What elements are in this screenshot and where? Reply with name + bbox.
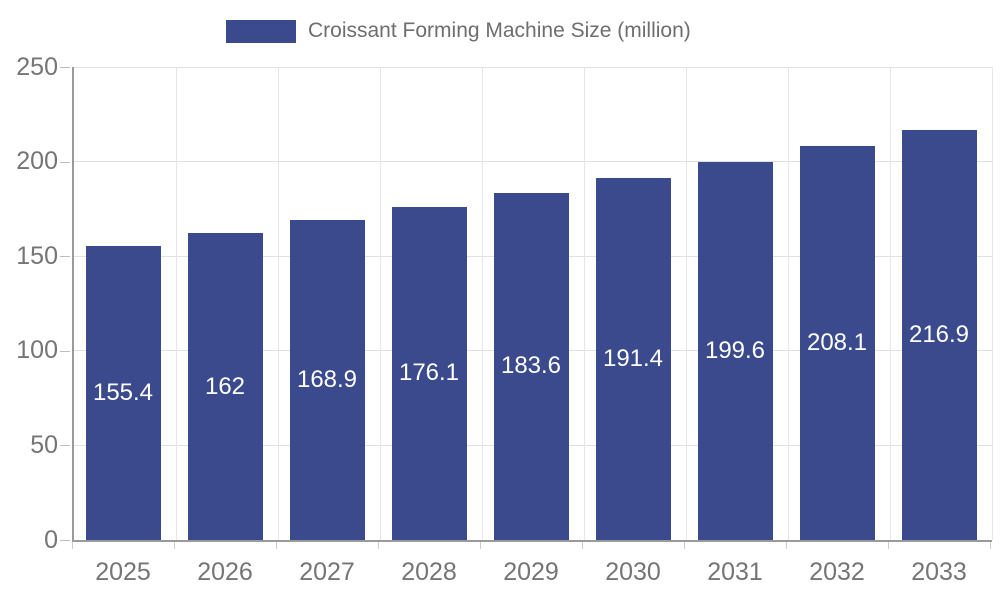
bar-2031[interactable]	[697, 162, 773, 540]
y-axis-tick-mark	[60, 161, 70, 163]
x-tick-label: 2032	[809, 558, 865, 586]
gridline-vertical	[583, 67, 585, 540]
x-tick-label: 2025	[95, 558, 151, 586]
y-axis-tick-mark	[60, 256, 70, 258]
x-axis-tick-mark	[72, 542, 73, 549]
legend-swatch	[226, 19, 296, 43]
x-tick-label: 2031	[707, 558, 763, 586]
bar-2033[interactable]	[901, 129, 977, 540]
y-tick-label: 150	[16, 241, 58, 270]
gridline-vertical	[277, 67, 279, 540]
x-tick-label: 2026	[197, 558, 253, 586]
y-tick-label: 50	[30, 430, 58, 459]
x-tick-label: 2029	[503, 558, 559, 586]
x-axis-tick-mark	[786, 542, 787, 549]
gridline-vertical	[889, 67, 891, 540]
y-axis-tick-mark	[60, 67, 70, 68]
gridline-horizontal	[74, 66, 992, 68]
y-axis-tick-mark	[60, 445, 70, 447]
gridline-vertical	[991, 67, 993, 540]
x-tick-label: 2028	[401, 558, 457, 586]
bar-2028[interactable]	[391, 206, 467, 540]
gridline-vertical	[787, 67, 789, 540]
x-tick-label: 2033	[911, 558, 967, 586]
y-tick-label: 250	[16, 52, 58, 81]
bar-2029[interactable]	[493, 192, 569, 540]
x-tick-label: 2027	[299, 558, 355, 586]
x-axis-tick-mark	[582, 542, 583, 549]
bar-2032[interactable]	[799, 146, 875, 540]
gridline-vertical	[481, 67, 483, 540]
gridline-vertical	[175, 67, 177, 540]
y-tick-label: 100	[16, 336, 58, 365]
x-axis-tick-mark	[480, 542, 481, 549]
bar-2027[interactable]	[289, 220, 365, 540]
x-axis-tick-mark	[684, 542, 685, 549]
x-axis-tick-mark	[990, 542, 991, 549]
x-axis-tick-mark	[888, 542, 889, 549]
legend-item[interactable]: Croissant Forming Machine Size (million)	[226, 19, 691, 43]
x-axis-tick-mark	[174, 542, 175, 549]
gridline-horizontal	[74, 161, 992, 163]
x-tick-label: 2030	[605, 558, 661, 586]
bar-2026[interactable]	[187, 233, 263, 540]
gridline-vertical	[379, 67, 381, 540]
legend-label: Croissant Forming Machine Size (million)	[308, 19, 691, 42]
y-tick-label: 0	[44, 525, 58, 554]
bar-2025[interactable]	[85, 245, 161, 540]
y-tick-label: 200	[16, 147, 58, 176]
x-axis-tick-mark	[276, 542, 277, 549]
y-axis-tick-mark	[60, 540, 70, 541]
bar-2030[interactable]	[595, 177, 671, 540]
gridline-vertical	[685, 67, 687, 540]
y-axis-tick-mark	[60, 350, 70, 352]
x-axis-tick-mark	[378, 542, 379, 549]
